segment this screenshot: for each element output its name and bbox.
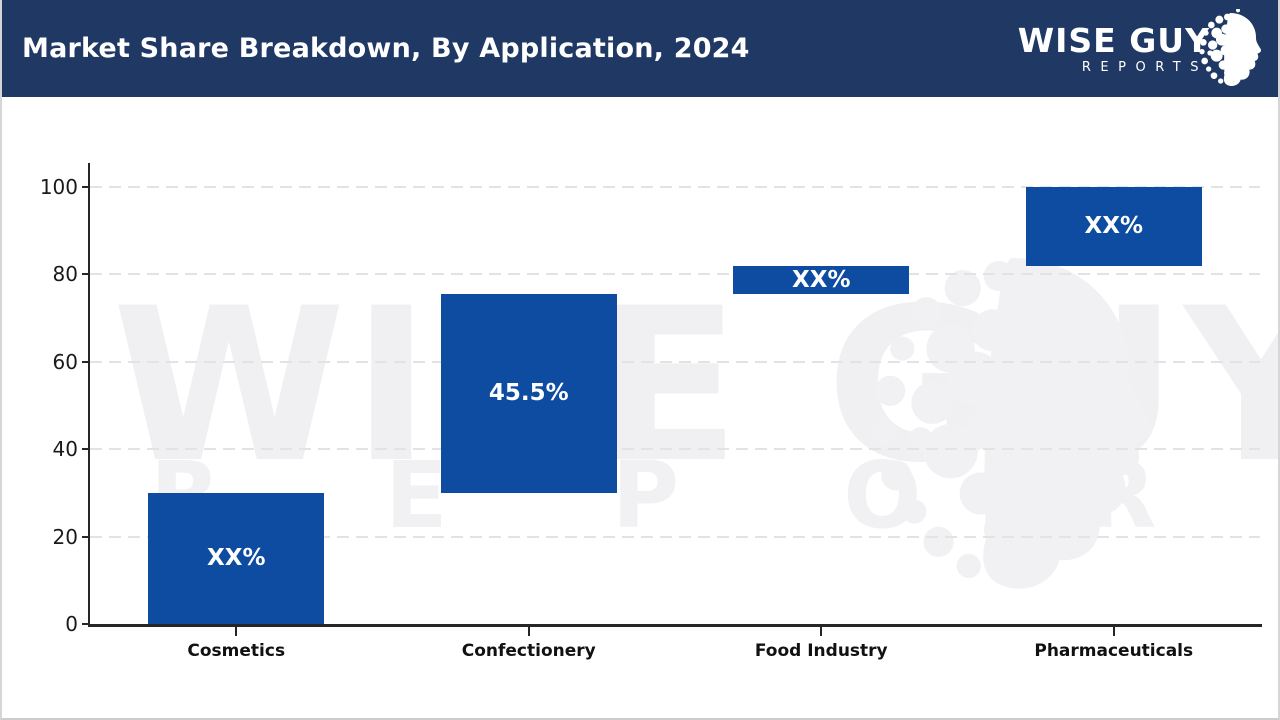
bar-value-label: XX%: [1084, 213, 1143, 240]
watermark-head-icon: [872, 257, 1152, 589]
y-tick-label-80: 80: [52, 262, 78, 287]
y-tick-label-20: 20: [52, 524, 78, 549]
gridline-100: [90, 186, 1260, 188]
bar-cosmetics: XX%: [148, 492, 325, 624]
bar-food-industry: XX%: [733, 265, 910, 295]
x-tick-2: [820, 627, 823, 636]
y-tick-80: [82, 273, 90, 276]
category-label: Food Industry: [754, 641, 888, 661]
chart-area: WISE GUY R E P O R T S 0 20 40 60 80 100 Cosme…: [2, 97, 1278, 718]
y-tick-0: [82, 623, 90, 625]
category-label: Confectionery: [461, 641, 596, 661]
y-tick-20: [82, 535, 90, 538]
bar-value-label: XX%: [206, 545, 266, 572]
logo-tagline: REPORTS: [1081, 59, 1208, 75]
gridline-40: [90, 448, 1260, 451]
gridline-80: [90, 273, 1260, 276]
bar-value-label: XX%: [791, 266, 851, 293]
y-tick-label-100: 100: [39, 175, 78, 199]
watermark: WISE GUY R E P O R T S: [2, 97, 1278, 718]
header-bar: Market Share Breakdown, By Application, …: [2, 0, 1278, 97]
page-title: Market Share Breakdown, By Application, …: [22, 33, 750, 64]
wise-guy-reports-logo: WISE GUY REPORTS: [1018, 8, 1264, 90]
plot: 0 20 40 60 80 100 Cosmetics Confectionery Food I…: [2, 97, 1278, 718]
category-label: Pharmaceuticals: [1034, 641, 1194, 661]
logo-name: WISE GUY: [1017, 20, 1210, 60]
y-tick-label-60: 60: [52, 349, 78, 374]
y-tick-label-40: 40: [52, 437, 78, 462]
gridline-60: [90, 360, 1260, 363]
y-tick-100: [82, 186, 90, 188]
x-tick-1: [527, 627, 530, 636]
y-tick-label-0: 0: [65, 612, 78, 636]
x-axis: [88, 624, 1262, 627]
category-label: Cosmetics: [187, 641, 286, 661]
gridline-20: [90, 535, 1260, 538]
logo-text: WISE GUY REPORTS: [1018, 24, 1210, 75]
bar-confectionery: 45.5%: [440, 294, 617, 493]
y-tick-60: [82, 360, 90, 363]
dotted-head-profile-icon: [1199, 9, 1262, 87]
bar-value-label: 45.5%: [488, 380, 569, 407]
bar-pharmaceuticals: XX%: [1025, 187, 1202, 266]
x-tick-3: [1112, 627, 1115, 636]
x-tick-0: [235, 627, 238, 636]
y-axis: [88, 163, 90, 626]
y-tick-40: [82, 448, 90, 451]
